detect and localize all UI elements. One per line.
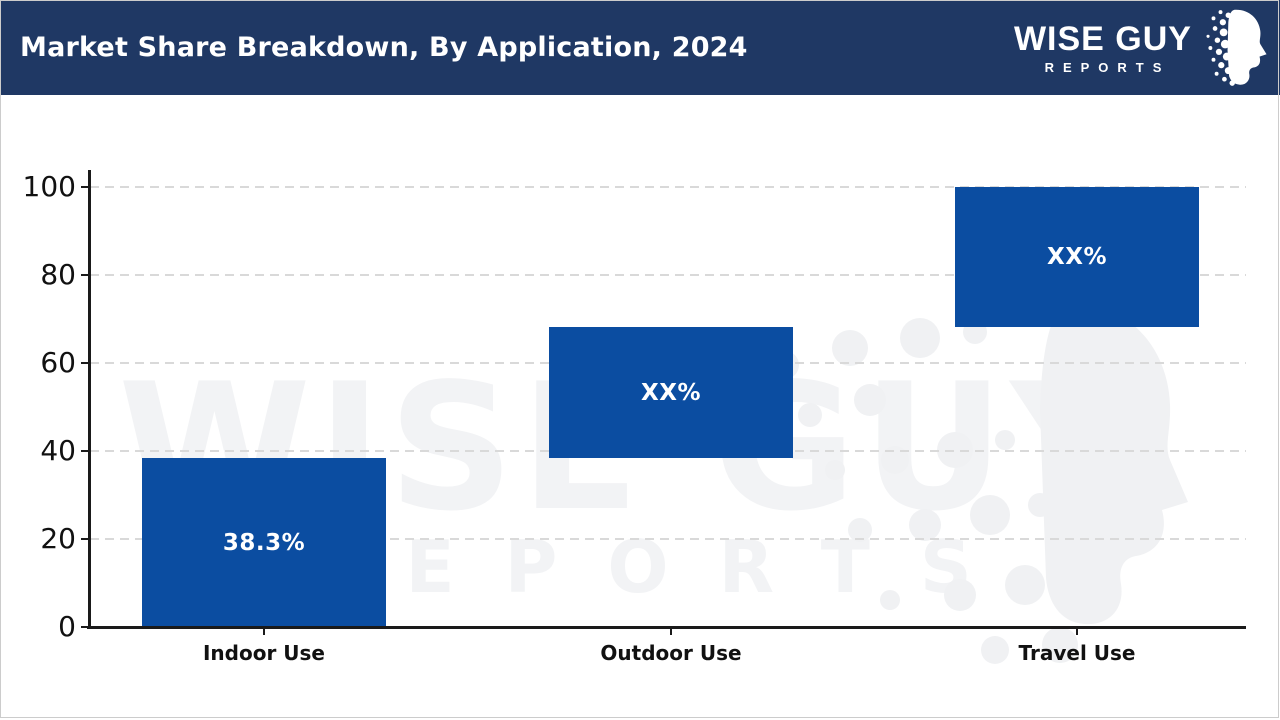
y-tick-label: 20	[40, 522, 76, 555]
y-gridline	[90, 274, 1246, 276]
y-tick-mark	[81, 185, 88, 189]
y-tick-label: 80	[40, 258, 76, 291]
bar-value-label: XX%	[1046, 243, 1107, 270]
bar-outdoor-use: XX%	[549, 326, 793, 459]
x-tick-mark	[669, 628, 673, 635]
logo-face-icon	[1206, 9, 1267, 86]
logo-wordmark: WISE GUY	[1013, 19, 1192, 58]
x-tick-mark	[1075, 628, 1079, 635]
logo-subtext: REPORTS	[1044, 59, 1171, 75]
header-banner: Market Share Breakdown, By Application, …	[0, 0, 1280, 95]
y-axis-line	[88, 170, 91, 629]
y-tick-mark	[81, 361, 88, 365]
logo-text: WISE GUY REPORTS	[1014, 22, 1192, 74]
x-tick-mark	[262, 628, 266, 635]
bar-travel-use: XX%	[955, 187, 1199, 327]
y-gridline	[90, 186, 1246, 188]
y-tick-label: 0	[58, 610, 76, 643]
bar-value-label: 38.3%	[222, 529, 306, 556]
y-tick-mark	[81, 449, 88, 453]
y-tick-mark	[81, 273, 88, 277]
chart-area: WISE GUY REPORTS	[0, 95, 1280, 718]
page-title: Market Share Breakdown, By Application, …	[20, 32, 748, 63]
wiseguy-logo: WISE GUY REPORTS	[1014, 0, 1272, 95]
bar-indoor-use: 38.3%	[142, 458, 386, 627]
y-tick-label: 60	[40, 346, 76, 379]
x-category-label: Indoor Use	[202, 641, 325, 665]
x-category-label: Outdoor Use	[600, 641, 742, 665]
y-tick-label: 100	[22, 170, 76, 203]
y-tick-mark	[81, 537, 88, 541]
bar-value-label: XX%	[640, 379, 701, 406]
y-tick-label: 40	[40, 434, 76, 467]
y-tick-mark	[81, 625, 88, 629]
watermark-face-icon	[771, 300, 1188, 664]
y-gridline	[90, 538, 1246, 540]
x-axis-line	[87, 626, 1246, 629]
x-category-label: Travel Use	[1018, 641, 1136, 665]
